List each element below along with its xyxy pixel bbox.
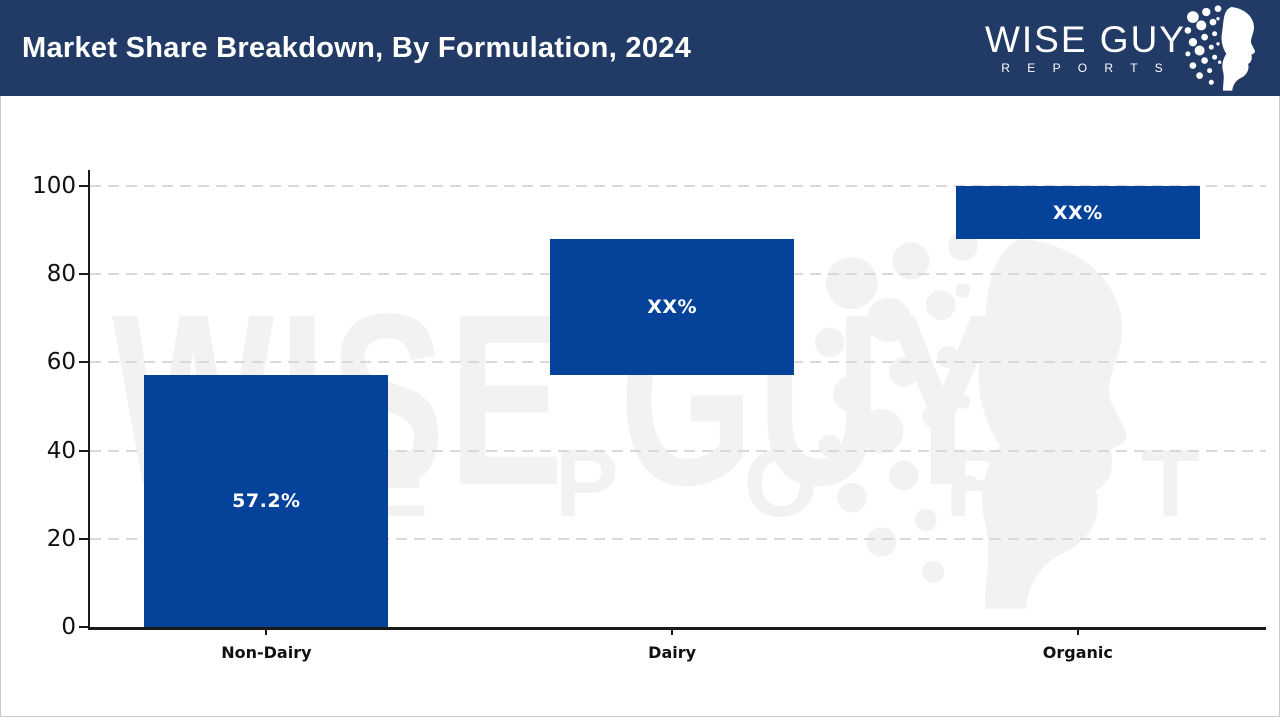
bar-value-label-organic: XX% [1052, 201, 1103, 224]
header-band: Market Share Breakdown, By Formulation, … [0, 0, 1280, 96]
y-tick-label-20: 20 [46, 525, 76, 552]
y-tick-mark-0 [79, 626, 88, 628]
y-tick-mark-100 [79, 185, 88, 187]
brand-subtitle: R E P O R T S [1001, 61, 1170, 75]
bar-value-label-non-dairy: 57.2% [232, 489, 301, 512]
brand-logo-text: WISE GUY R E P O R T S [985, 21, 1186, 75]
x-category-label-dairy: Dairy [648, 643, 697, 662]
x-tick-mark-dairy [671, 627, 674, 635]
frame-left-line [0, 96, 1, 717]
x-category-label-organic: Organic [1042, 643, 1113, 662]
x-tick-mark-organic [1076, 627, 1079, 635]
plot-area: 0 20 40 60 80 100 57.2% Non-Dairy XX% Dairy XX% Org… [32, 170, 1266, 662]
gridline-100 [90, 185, 1266, 187]
brand-name: WISE GUY [984, 19, 1186, 60]
x-tick-mark-non-dairy [265, 627, 268, 635]
y-tick-mark-80 [79, 273, 88, 276]
bar-dairy: XX% [550, 239, 795, 375]
y-tick-mark-60 [79, 361, 88, 364]
y-tick-mark-40 [79, 449, 88, 452]
y-tick-mark-20 [79, 537, 88, 540]
y-tick-label-60: 60 [46, 349, 76, 376]
watermark-head-icon [814, 231, 1127, 609]
y-tick-label-0: 0 [61, 614, 76, 640]
page-title: Market Share Breakdown, By Formulation, … [22, 31, 692, 64]
brand-logo: WISE GUY R E P O R T S [985, 4, 1266, 92]
bar-non-dairy: 57.2% [144, 374, 389, 627]
gridline-40 [90, 449, 1266, 452]
frame-bottom-line [0, 716, 1280, 717]
gridline-20 [90, 537, 1266, 540]
bar-organic: XX% [955, 186, 1200, 240]
y-tick-label-40: 40 [46, 437, 76, 464]
logo-head-icon [1184, 5, 1255, 91]
y-tick-label-80: 80 [46, 261, 76, 288]
bar-value-label-dairy: XX% [647, 296, 698, 319]
y-tick-label-100: 100 [32, 173, 76, 199]
x-category-label-non-dairy: Non-Dairy [221, 643, 312, 662]
